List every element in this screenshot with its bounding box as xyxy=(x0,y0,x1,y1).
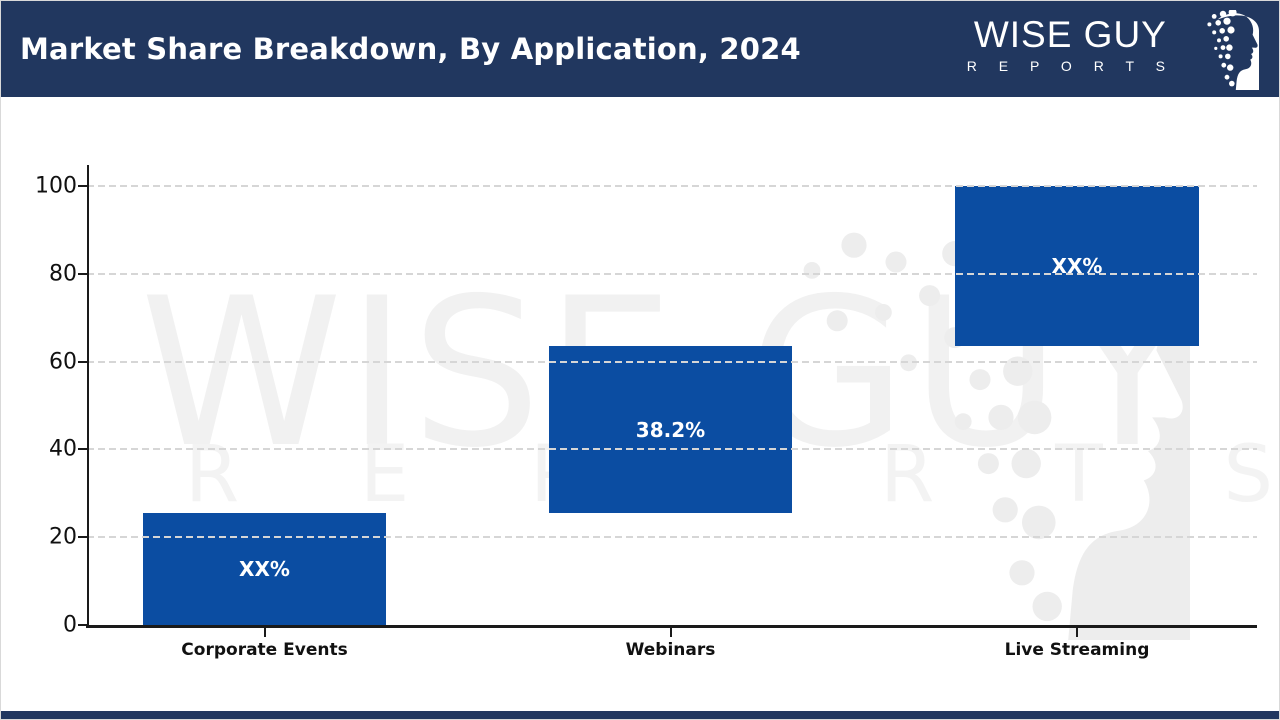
y-tick-label: 20 xyxy=(49,524,77,550)
y-tick-label: 60 xyxy=(49,349,77,375)
y-tick-label: 40 xyxy=(49,436,77,462)
gridline xyxy=(87,536,1257,539)
y-tick-mark xyxy=(78,624,87,626)
y-tick-mark xyxy=(78,448,87,451)
x-category-label: Corporate Events xyxy=(181,640,348,660)
y-tick-mark xyxy=(78,185,87,187)
y-tick-mark xyxy=(78,536,87,539)
bar-webinars xyxy=(549,345,792,514)
y-tick-label: 80 xyxy=(49,261,77,287)
gridline xyxy=(87,360,1257,363)
header-bar: Market Share Breakdown, By Application, … xyxy=(0,0,1280,97)
wiseguy-logo-text: WISE GUY R E P O R T S xyxy=(967,16,1174,76)
bar-corporate-events xyxy=(143,513,386,625)
gridline xyxy=(87,185,1257,187)
gridline xyxy=(87,272,1257,275)
x-category-label: Live Streaming xyxy=(1004,640,1150,660)
wiseguy-logo-subtitle: R E P O R T S xyxy=(966,58,1174,74)
y-tick-mark xyxy=(78,360,87,363)
x-tick-mark xyxy=(1076,628,1078,637)
x-category-label: Webinars xyxy=(625,640,716,660)
y-axis-line xyxy=(87,165,89,625)
gridline xyxy=(87,448,1257,451)
x-tick-mark xyxy=(263,628,266,637)
wiseguy-face-icon xyxy=(1207,10,1259,90)
wiseguy-logo: WISE GUY R E P O R T S xyxy=(967,6,1262,92)
bar-value-label: XX% xyxy=(239,557,290,582)
y-tick-mark xyxy=(78,272,87,275)
x-tick-mark xyxy=(669,628,672,637)
bar-value-label: XX% xyxy=(1051,253,1103,278)
footer-bar xyxy=(0,711,1280,720)
wiseguy-logo-name: WISE GUY xyxy=(973,14,1167,55)
y-tick-label: 0 xyxy=(63,612,77,638)
x-axis-line xyxy=(86,625,1257,628)
chart-title: Market Share Breakdown, By Application, … xyxy=(20,31,801,66)
y-tick-label: 100 xyxy=(35,173,77,199)
bar-value-label: 38.2% xyxy=(635,417,706,442)
